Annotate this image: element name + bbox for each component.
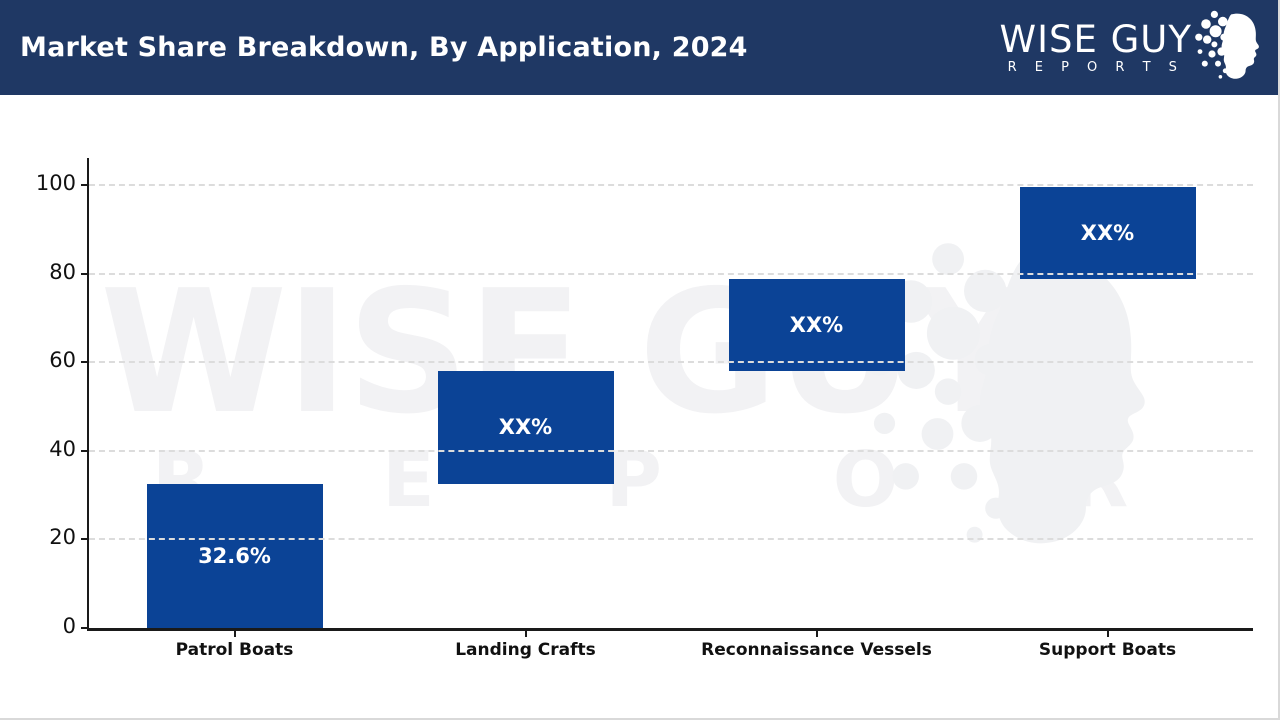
y-tick-label: 80 [49, 259, 76, 284]
x-category-label: Reconnaissance Vessels [701, 640, 932, 660]
logo-subtext: R E P O R T S [1007, 60, 1184, 76]
bar-landing-crafts: XX% [437, 371, 614, 484]
x-tick-mark [815, 628, 818, 637]
bar-support-boats: XX% [1019, 186, 1196, 279]
gridline [89, 184, 1253, 186]
y-tick-label: 40 [49, 436, 76, 461]
y-tick-mark [81, 538, 89, 541]
wiseguy-face-icon [1195, 10, 1259, 79]
x-category-label: Patrol Boats [175, 640, 294, 660]
chart-title: Market Share Breakdown, By Application, … [20, 32, 748, 63]
bar-patrol-boats: 32.6% [146, 483, 323, 628]
x-category-label: Support Boats [1038, 640, 1177, 660]
y-tick-label: 100 [35, 171, 76, 195]
watermark-face-icon [863, 243, 1145, 544]
bar-value-label: XX% [498, 415, 553, 440]
x-tick-mark [1106, 628, 1109, 637]
x-category-label: Landing Crafts [455, 640, 596, 660]
y-tick-label: 20 [49, 525, 76, 550]
y-tick-label: 0 [62, 614, 76, 638]
y-tick-label: 60 [49, 348, 76, 373]
y-tick-mark [81, 184, 89, 186]
y-tick-mark [81, 627, 89, 629]
gridline [89, 538, 1253, 541]
gridline [89, 272, 1253, 275]
x-tick-mark [233, 628, 236, 637]
bar-value-label: 32.6% [198, 543, 271, 568]
bar-reconnaissance-vessels: XX% [728, 278, 905, 372]
gridline [89, 449, 1253, 452]
y-axis-line [87, 158, 89, 629]
header-bar: Market Share Breakdown, By Application, … [0, 0, 1278, 95]
logo-text-block: WISE GUY R E P O R T S [999, 17, 1192, 76]
wiseguy-logo: WISE GUY R E P O R T S [1000, 6, 1266, 90]
y-tick-mark [81, 272, 89, 275]
x-tick-mark [524, 628, 527, 637]
x-axis-line [87, 628, 1253, 631]
bar-value-label: XX% [1080, 220, 1135, 245]
gridline [89, 361, 1253, 364]
bar-value-label: XX% [789, 312, 844, 337]
y-tick-mark [81, 361, 89, 364]
logo-wordmark: WISE GUY [999, 17, 1192, 61]
y-tick-mark [81, 449, 89, 452]
